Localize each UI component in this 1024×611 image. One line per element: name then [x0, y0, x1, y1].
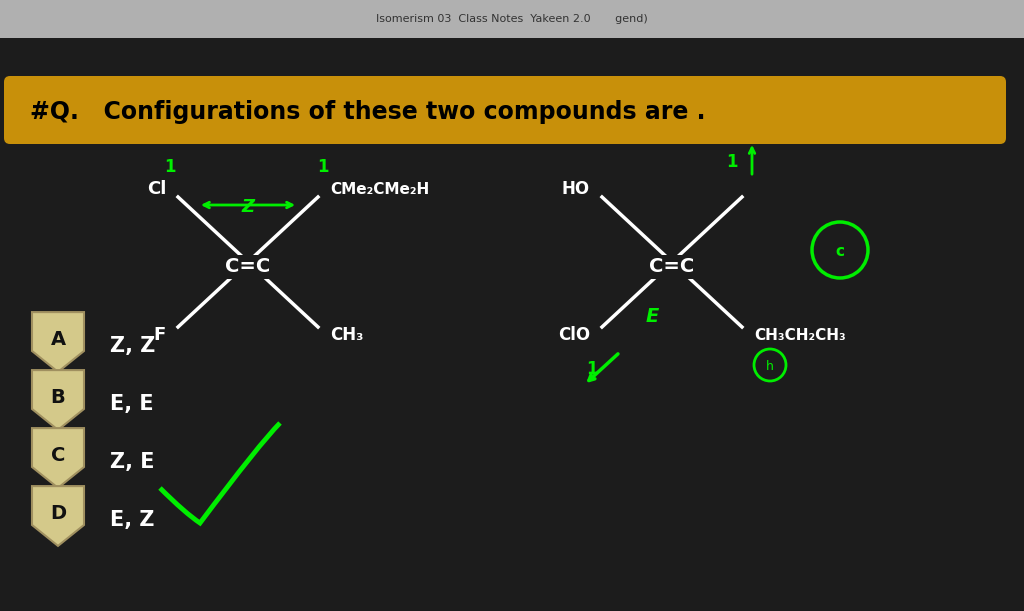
Text: ClO: ClO: [558, 326, 590, 344]
Text: B: B: [50, 387, 66, 406]
Text: h: h: [766, 360, 774, 373]
FancyBboxPatch shape: [0, 0, 1024, 38]
Text: E, Z: E, Z: [110, 510, 155, 530]
Text: CH₃: CH₃: [330, 326, 364, 344]
Text: Z: Z: [242, 198, 255, 216]
Text: C=C: C=C: [649, 257, 694, 277]
Text: c: c: [836, 244, 845, 260]
Text: D: D: [50, 503, 67, 522]
FancyBboxPatch shape: [4, 76, 1006, 144]
Text: E, E: E, E: [110, 394, 154, 414]
Text: 1: 1: [164, 158, 176, 176]
Text: #Q.   Configurations of these two compounds are .: #Q. Configurations of these two compound…: [30, 100, 706, 124]
Text: E: E: [645, 307, 658, 326]
Polygon shape: [32, 370, 84, 430]
Text: 1: 1: [726, 153, 737, 171]
Polygon shape: [32, 486, 84, 546]
Text: Z, E: Z, E: [110, 452, 155, 472]
Text: 1: 1: [317, 158, 329, 176]
Text: Cl: Cl: [146, 180, 166, 198]
Text: 1: 1: [587, 360, 598, 378]
Text: C=C: C=C: [225, 257, 270, 277]
Text: CMe₂CMe₂H: CMe₂CMe₂H: [330, 181, 429, 197]
Text: C: C: [51, 445, 66, 464]
Text: HO: HO: [562, 180, 590, 198]
Text: CH₃CH₂CH₃: CH₃CH₂CH₃: [754, 327, 846, 343]
Text: F: F: [154, 326, 166, 344]
Polygon shape: [32, 312, 84, 372]
Text: A: A: [50, 329, 66, 348]
Polygon shape: [32, 428, 84, 488]
Text: Z, Z: Z, Z: [110, 336, 156, 356]
Text: Isomerism 03  Class Notes  Yakeen 2.0       gend): Isomerism 03 Class Notes Yakeen 2.0 gend…: [376, 14, 648, 24]
